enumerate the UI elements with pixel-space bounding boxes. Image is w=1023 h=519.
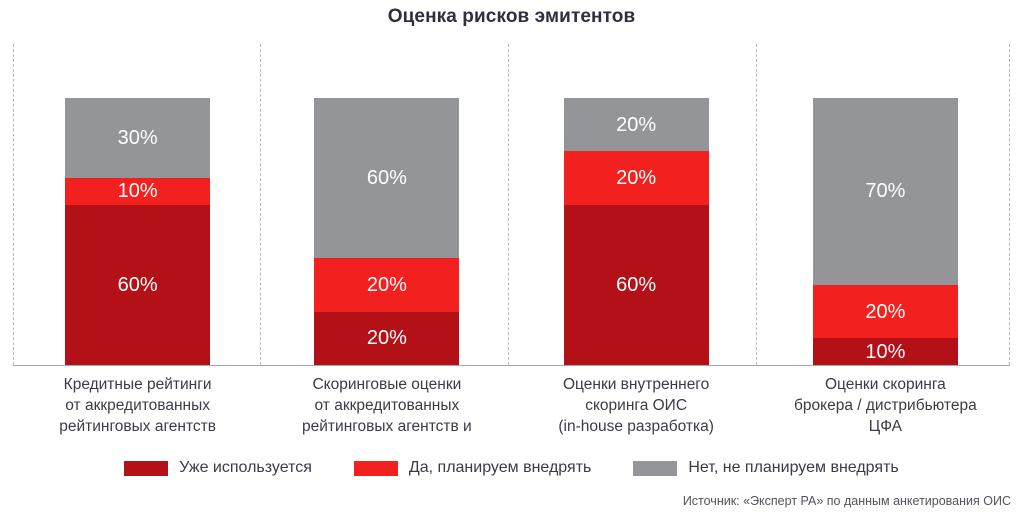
bar-segment-not-planned[interactable]: 70% xyxy=(812,98,958,285)
bar-segment-planned[interactable]: 20% xyxy=(812,284,958,339)
bar-segment-not-planned[interactable]: 20% xyxy=(563,98,709,152)
legend-swatch-icon xyxy=(124,460,169,476)
column-separator xyxy=(1009,44,1010,365)
category-label-scoring-agencies: Скоринговые оценки от аккредитованных ре… xyxy=(302,376,472,435)
stacked-bar: 70% 20% 10% xyxy=(812,98,958,365)
source-note: Источник: «Эксперт РА» по данным анкетир… xyxy=(682,494,1011,508)
bar-columns: 30% 10% 60% 60% 20% 20% 20% 20% 60% xyxy=(13,44,1010,365)
bar-column: 70% 20% 10% xyxy=(761,44,1010,365)
column-separator xyxy=(260,44,261,365)
legend-swatch-icon xyxy=(353,460,398,476)
chart-legend: Уже используется Да, планируем внедрять … xyxy=(0,459,1023,477)
stacked-bar: 30% 10% 60% xyxy=(65,98,211,365)
legend-item-planned[interactable]: Да, планируем внедрять xyxy=(353,459,592,477)
legend-swatch-icon xyxy=(633,460,678,476)
legend-item-not-planned[interactable]: Нет, не планируем внедрять xyxy=(633,459,899,477)
bar-column: 30% 10% 60% xyxy=(13,44,262,365)
bar-segment-in-use[interactable]: 10% xyxy=(812,338,958,365)
bar-segment-in-use[interactable]: 60% xyxy=(65,204,211,365)
column-separator xyxy=(13,44,14,365)
legend-label: Нет, не планируем внедрять xyxy=(688,459,899,476)
plot-area: 30% 10% 60% 60% 20% 20% 20% 20% 60% xyxy=(13,44,1010,366)
bar-segment-planned[interactable]: 20% xyxy=(563,151,709,205)
column-separator xyxy=(756,44,757,365)
category-label-broker-scoring: Оценки скоринга брокера / дистрибьютера … xyxy=(794,376,977,435)
bar-segment-not-planned[interactable]: 60% xyxy=(314,98,460,259)
legend-label: Уже используется xyxy=(179,459,312,476)
stacked-bar: 20% 20% 60% xyxy=(563,98,709,365)
stacked-bar: 60% 20% 20% xyxy=(314,98,460,365)
bar-column: 60% 20% 20% xyxy=(262,44,511,365)
bar-segment-planned[interactable]: 20% xyxy=(314,258,460,312)
category-label-internal-scoring: Оценки внутреннего скоринга ОИС (in-hous… xyxy=(558,376,714,435)
axis-baseline xyxy=(13,365,1010,366)
column-separator xyxy=(508,44,509,365)
chart-title: Оценка рисков эмитентов xyxy=(387,6,636,27)
bar-segment-not-planned[interactable]: 30% xyxy=(65,98,211,179)
legend-item-in-use[interactable]: Уже используется xyxy=(124,459,312,477)
category-axis-labels: Кредитные рейтинги от аккредитованных ре… xyxy=(13,374,1010,437)
bar-column: 20% 20% 60% xyxy=(512,44,761,365)
category-label-credit-ratings: Кредитные рейтинги от аккредитованных ре… xyxy=(59,376,216,435)
bar-segment-in-use[interactable]: 60% xyxy=(563,204,709,365)
legend-label: Да, планируем внедрять xyxy=(408,459,592,476)
bar-segment-in-use[interactable]: 20% xyxy=(314,311,460,365)
bar-segment-planned[interactable]: 10% xyxy=(65,178,211,205)
